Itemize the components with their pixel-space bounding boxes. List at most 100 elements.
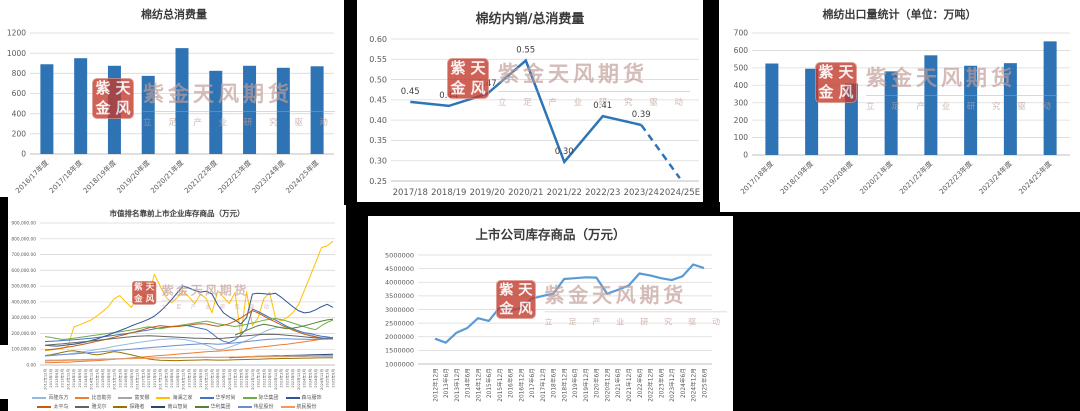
chart-panel-listed-companies-inventory: 上市公司库存商品（万元） 1000000 1500000 2000000 250000… (368, 216, 733, 411)
chart-panel-top-companies-inventory: 市值排名靠前上市企业库存商品（万元） 0.00 100,000.00 200,000… (8, 205, 346, 411)
chart-title: 棉纺总消费量 (141, 8, 207, 21)
bar (107, 65, 121, 154)
x-tick-label: 2021年3月 (233, 369, 238, 388)
chart-title: 棉纺出口量统计（单位：万吨） (822, 8, 977, 21)
series-line (44, 308, 334, 344)
legend-item: 际华集团 (242, 394, 279, 401)
x-tick-label: 2018/19年度 (81, 158, 118, 195)
chart-panel-export-volume: 棉纺出口量统计（单位：万吨） 0 100 200 300 400 500 600 700 201… (719, 2, 1080, 212)
chart-legend: 百隆东方 比音勒芬 富安娜 海澜之家 华孚时尚 际华集团 森马服饰 太平鸟 雅戈尔 探路者 南山智尚… (8, 394, 346, 410)
x-tick-label: 2016年12月 (135, 369, 140, 390)
x-tick-label: 2020/21年度 (858, 159, 895, 196)
x-tick-label: 2017年6月 (528, 368, 536, 398)
y-tick-label: 0.55 (369, 55, 387, 64)
legend-item: 华孚时尚 (199, 394, 236, 401)
bar (74, 58, 88, 155)
y-tick-label: 1000 (7, 49, 26, 58)
x-tick-label: 2022年9月 (267, 369, 272, 388)
y-tick-label: 0.50 (369, 75, 387, 84)
x-tick-label: 2019年6月 (192, 369, 197, 388)
bar (209, 70, 223, 154)
y-tick-label: 1200 (7, 29, 26, 38)
bar (40, 64, 54, 154)
x-tick-label: 2013年12月 (453, 368, 461, 402)
y-tick-label: 400,000.00 (11, 299, 36, 305)
x-tick-label: 2017年12月 (158, 369, 163, 390)
bar (765, 63, 779, 155)
y-tick-label: 100 (734, 133, 749, 142)
series-line (434, 263, 705, 344)
x-tick-label: 2024年12月 (319, 369, 324, 390)
legend-item: 太平鸟 (37, 403, 68, 410)
x-tick-label: 2019/20 (470, 188, 505, 198)
x-tick-label: 2022/23 (585, 188, 620, 198)
x-tick-label: 2024年6月 (679, 368, 687, 398)
x-tick-label: 2017年3月 (140, 369, 145, 388)
series-line (234, 318, 334, 336)
black-region-bottom-right (719, 212, 1080, 411)
x-tick-label: 2016/17年度 (13, 158, 50, 195)
y-tick-label: 300 (734, 98, 749, 107)
x-tick-label: 2023年12月 (296, 369, 301, 390)
x-tick-label: 2018/19 (431, 188, 466, 198)
y-tick-label: 0.60 (369, 35, 387, 44)
x-tick-label: 2023年9月 (290, 369, 295, 388)
bar (964, 65, 978, 155)
x-tick-label: 2020/21年度 (149, 158, 186, 195)
x-tick-label: 2015年12月 (112, 369, 117, 390)
x-tick-label: 2023年12月 (668, 368, 676, 402)
x-tick-label: 2024/25年度 (284, 158, 321, 195)
series-line (410, 58, 642, 165)
x-tick-label: 2022年6月 (261, 369, 266, 388)
black-gap (346, 205, 368, 411)
y-tick-label: 4500000 (385, 265, 414, 273)
series-line (44, 318, 334, 340)
bar (243, 65, 257, 154)
x-tick-label: 2021年6月 (614, 368, 622, 398)
y-tick-label: 400 (12, 109, 27, 118)
y-tick-label: 400 (734, 81, 749, 90)
data-label: 0.45 (401, 87, 420, 97)
top-companies-inventory-line-plot: 0.00 100,000.00 200,000.00 300,000.00 400,00… (11, 221, 335, 390)
total-consumption-bar-plot: 0200400600800100012002016/17年度2017/18年度2… (7, 29, 334, 195)
y-tick-label: 4000000 (385, 279, 414, 287)
x-tick-label: 2020年6月 (593, 368, 601, 398)
x-tick-label: 2016年6月 (123, 369, 128, 388)
x-tick-label: 2012年12月 (42, 369, 47, 390)
listed-companies-inventory-line-plot: 1000000 1500000 2000000 2500000 3000000 35000… (385, 251, 712, 402)
x-tick-label: 2021年6月 (238, 369, 243, 388)
legend-item: 华利集团 (194, 403, 231, 410)
y-tick-label: 700 (734, 29, 749, 38)
x-tick-label: 2020/21 (508, 188, 543, 198)
y-tick-label: 600 (734, 46, 749, 55)
x-tick-label: 2018年9月 (175, 369, 180, 388)
x-tick-label: 2016年6月 (507, 368, 515, 398)
x-tick-label: 2014年12月 (474, 368, 482, 402)
x-tick-label: 2016年9月 (129, 369, 134, 388)
x-tick-label: 2024/25年度 (1017, 159, 1054, 196)
legend-item: 富安娜 (118, 394, 149, 401)
legend-item: 海澜之家 (156, 394, 193, 401)
y-tick-label: 5000000 (385, 251, 414, 259)
legend-item: 百隆东方 (32, 394, 68, 401)
y-tick-label: 200 (734, 116, 749, 125)
x-tick-label: 2014年9月 (83, 369, 88, 388)
bar (276, 67, 290, 154)
x-tick-label: 2024年3月 (302, 369, 307, 388)
series-line (44, 310, 334, 351)
x-tick-label: 2018年12月 (560, 368, 568, 402)
x-tick-label: 2018年6月 (169, 369, 174, 388)
x-tick-label: 2013年6月 (54, 369, 59, 388)
x-tick-label: 2017/18 (393, 188, 428, 198)
x-tick-label: 2024/25E (659, 188, 700, 198)
x-tick-label: 2017年12月 (539, 368, 547, 402)
chart-panel-total-consumption: 棉纺总消费量 0 200 400 600 800 1000 1200 2016/17年度 201… (6, 2, 342, 202)
y-tick-label: 500 (734, 63, 749, 72)
x-tick-label: 2023年3月 (279, 369, 284, 388)
legend-item: 航民股份 (280, 403, 317, 410)
y-tick-label: 0.30 (369, 157, 387, 166)
x-tick-label: 2021年12月 (250, 369, 255, 390)
black-gap (703, 0, 719, 212)
y-tick-label: 100,000.00 (11, 347, 36, 353)
